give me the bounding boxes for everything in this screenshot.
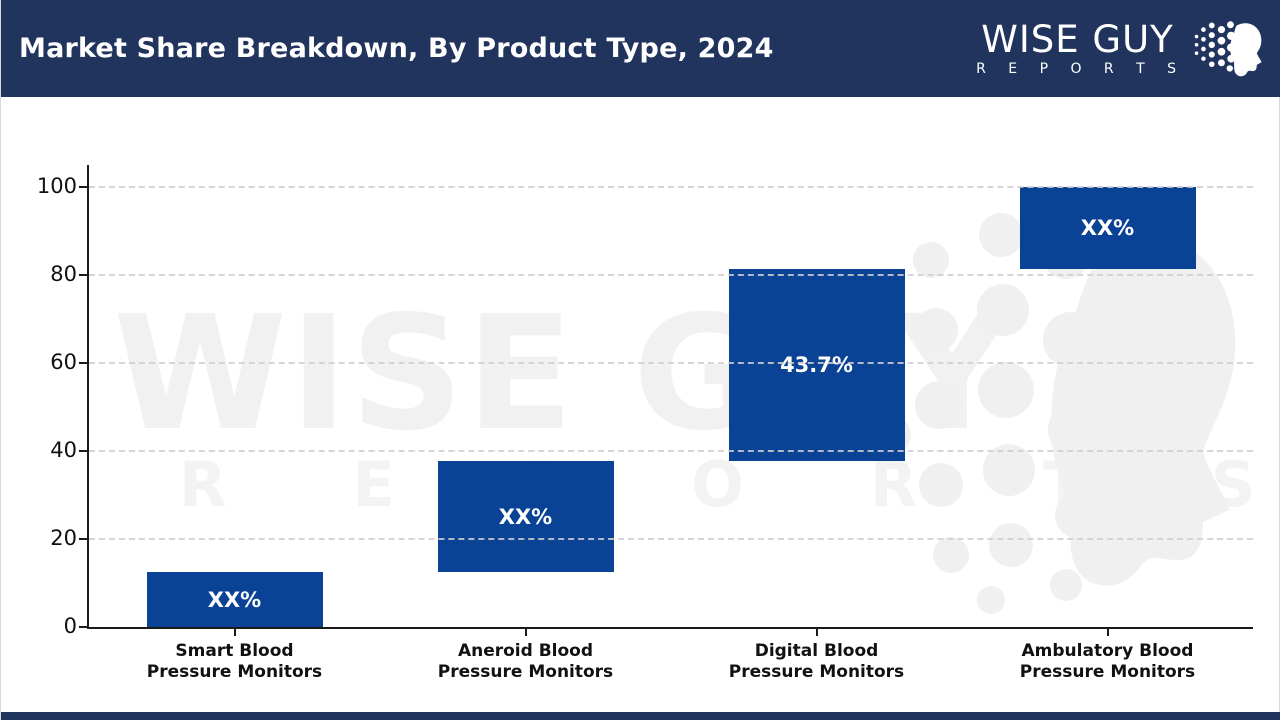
y-tick-mark [79,362,87,364]
gridline [89,362,1253,364]
y-tick-mark [79,538,87,540]
y-tick-label: 40 [50,438,77,462]
wiseguy-face-icon [1194,20,1262,76]
y-tick-mark [79,186,87,188]
y-tick-mark [79,626,87,628]
x-category-label: Aneroid Blood Pressure Monitors [437,641,614,683]
bar-value-label: 43.7% [780,352,853,377]
watermark-face-dots [862,213,1236,614]
x-category-label: Digital Blood Pressure Monitors [728,641,905,683]
x-tick-mark [1106,629,1109,636]
bar-segment: XX% [437,461,614,572]
header-bar: Market Share Breakdown, By Product Type,… [1,0,1280,97]
x-tick-mark [233,629,236,636]
bar-value-label: XX% [498,504,553,529]
page-title: Market Share Breakdown, By Product Type,… [19,33,774,64]
x-category-label: Smart Blood Pressure Monitors [146,641,323,683]
x-tick-mark [524,629,527,636]
y-tick-label: 0 [63,614,77,638]
footer-bar [1,712,1280,720]
y-tick-mark [79,274,87,276]
x-category-label: Ambulatory Blood Pressure Monitors [1019,641,1196,683]
y-tick-label: 20 [50,526,77,550]
gridline [89,274,1253,276]
x-tick-mark [815,629,818,636]
logo-reports-text: R E P O R T S [976,60,1185,77]
bar-segment: XX% [1019,187,1196,269]
bar-value-label: XX% [1080,215,1135,240]
gridline [89,538,1253,540]
gridline [89,450,1253,452]
y-axis-spine [87,165,89,629]
y-tick-label: 80 [50,262,77,286]
y-tick-mark [79,450,87,452]
bar-segment: 43.7% [728,268,905,462]
bar-segment: XX% [146,572,323,627]
y-tick-label: 100 [36,174,77,198]
bar-value-label: XX% [207,587,262,612]
y-tick-label: 60 [50,350,77,374]
wiseguy-logo: WISE GUY R E P O R T S [970,9,1263,89]
x-axis-spine [87,627,1253,629]
logo-brand-text: WISE GUY [981,17,1174,61]
gridline [89,186,1253,188]
